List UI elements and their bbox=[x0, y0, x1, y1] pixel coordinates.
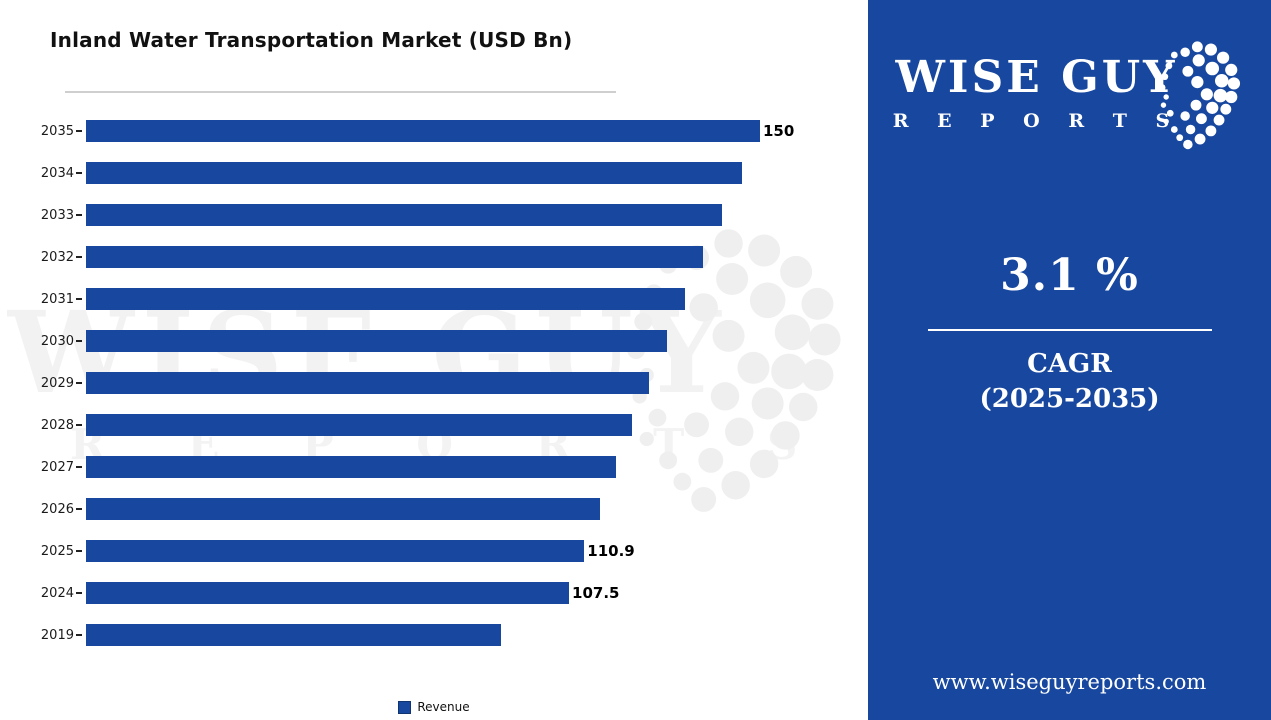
title-divider bbox=[65, 91, 616, 93]
revenue-bar bbox=[86, 288, 685, 310]
legend-label: Revenue bbox=[417, 700, 470, 714]
revenue-bar bbox=[86, 162, 743, 184]
axis-tick bbox=[76, 298, 82, 300]
bar-row: 2034 bbox=[0, 152, 868, 194]
axis-tick bbox=[76, 508, 82, 510]
y-axis-label: 2028 bbox=[40, 417, 74, 433]
y-axis-label: 2026 bbox=[40, 501, 74, 517]
y-axis-label: 2034 bbox=[40, 165, 74, 181]
axis-tick bbox=[76, 424, 82, 426]
y-axis-label: 2030 bbox=[40, 333, 74, 349]
axis-tick bbox=[76, 382, 82, 384]
website-url: www.wiseguyreports.com bbox=[932, 670, 1207, 694]
cagr-label: CAGR bbox=[1027, 349, 1112, 379]
y-axis-label: 2025 bbox=[40, 543, 74, 559]
bar-value-label: 150 bbox=[763, 122, 795, 140]
axis-tick bbox=[76, 340, 82, 342]
wiseguy-head-icon bbox=[1158, 41, 1241, 150]
bar-row: 2027 bbox=[0, 446, 868, 488]
y-axis-label: 2019 bbox=[40, 627, 74, 643]
chart-title: Inland Water Transportation Market (USD … bbox=[50, 28, 573, 52]
wiseguy-logo: WISE GUY R E P O R T S bbox=[892, 41, 1246, 158]
y-axis-label: 2033 bbox=[40, 207, 74, 223]
axis-tick bbox=[76, 130, 82, 132]
axis-tick bbox=[76, 172, 82, 174]
bar-chart: 2035 150 2034 2033 2032 2031 2030 2029 2028 2027 2… bbox=[0, 110, 868, 656]
revenue-bar bbox=[86, 582, 570, 604]
logo-wordmark: WISE GUY bbox=[895, 52, 1178, 103]
bar-row: 2031 bbox=[0, 278, 868, 320]
y-axis-label: 2032 bbox=[40, 249, 74, 265]
cagr-period: (2025-2035) bbox=[979, 384, 1160, 415]
bar-row: 2033 bbox=[0, 194, 868, 236]
bar-row: 2032 bbox=[0, 236, 868, 278]
axis-tick bbox=[76, 550, 82, 552]
axis-tick bbox=[76, 214, 82, 216]
y-axis-label: 2024 bbox=[40, 585, 74, 601]
brand-panel: WISE GUY R E P O R T S bbox=[868, 0, 1271, 720]
revenue-bar bbox=[86, 204, 723, 226]
axis-tick bbox=[76, 634, 82, 636]
revenue-bar bbox=[86, 414, 632, 436]
chart-panel: WISE GUY R E P O R T S Inland Water Tran… bbox=[0, 28, 868, 714]
watermark-head-icon bbox=[627, 229, 841, 512]
revenue-bar bbox=[86, 540, 585, 562]
revenue-bar bbox=[86, 498, 600, 520]
bar-value-label: 107.5 bbox=[572, 584, 620, 602]
bar-row: 2030 bbox=[0, 320, 868, 362]
y-axis-label: 2029 bbox=[40, 375, 74, 391]
y-axis-label: 2035 bbox=[40, 123, 74, 139]
bar-row: 2019 bbox=[0, 614, 868, 656]
revenue-bar bbox=[86, 246, 703, 268]
axis-tick bbox=[76, 592, 82, 594]
legend-swatch bbox=[398, 700, 412, 714]
revenue-bar bbox=[86, 120, 760, 142]
logo-subtext: R E P O R T S bbox=[892, 110, 1181, 132]
revenue-bar bbox=[86, 456, 616, 478]
bar-row: 2029 bbox=[0, 362, 868, 404]
revenue-bar bbox=[86, 372, 649, 394]
cagr-divider bbox=[927, 329, 1212, 331]
axis-tick bbox=[76, 466, 82, 468]
y-axis-label: 2027 bbox=[40, 459, 74, 475]
axis-tick bbox=[76, 256, 82, 258]
revenue-bar bbox=[86, 330, 667, 352]
bar-row: 2024 107.5 bbox=[0, 572, 868, 614]
logo-text: WISE GUY R E P O R T S bbox=[892, 52, 1181, 133]
bar-value-label: 110.9 bbox=[587, 542, 635, 560]
bar-row: 2028 bbox=[0, 404, 868, 446]
bar-row: 2025 110.9 bbox=[0, 530, 868, 572]
revenue-bar bbox=[86, 624, 502, 646]
cagr-value: 3.1 % bbox=[1000, 250, 1139, 301]
bar-row: 2026 bbox=[0, 488, 868, 530]
cagr-block: 3.1 % CAGR (2025-2035) bbox=[927, 250, 1212, 417]
legend: Revenue bbox=[0, 700, 868, 714]
y-axis-label: 2031 bbox=[40, 291, 74, 307]
bar-row: 2035 150 bbox=[0, 110, 868, 152]
